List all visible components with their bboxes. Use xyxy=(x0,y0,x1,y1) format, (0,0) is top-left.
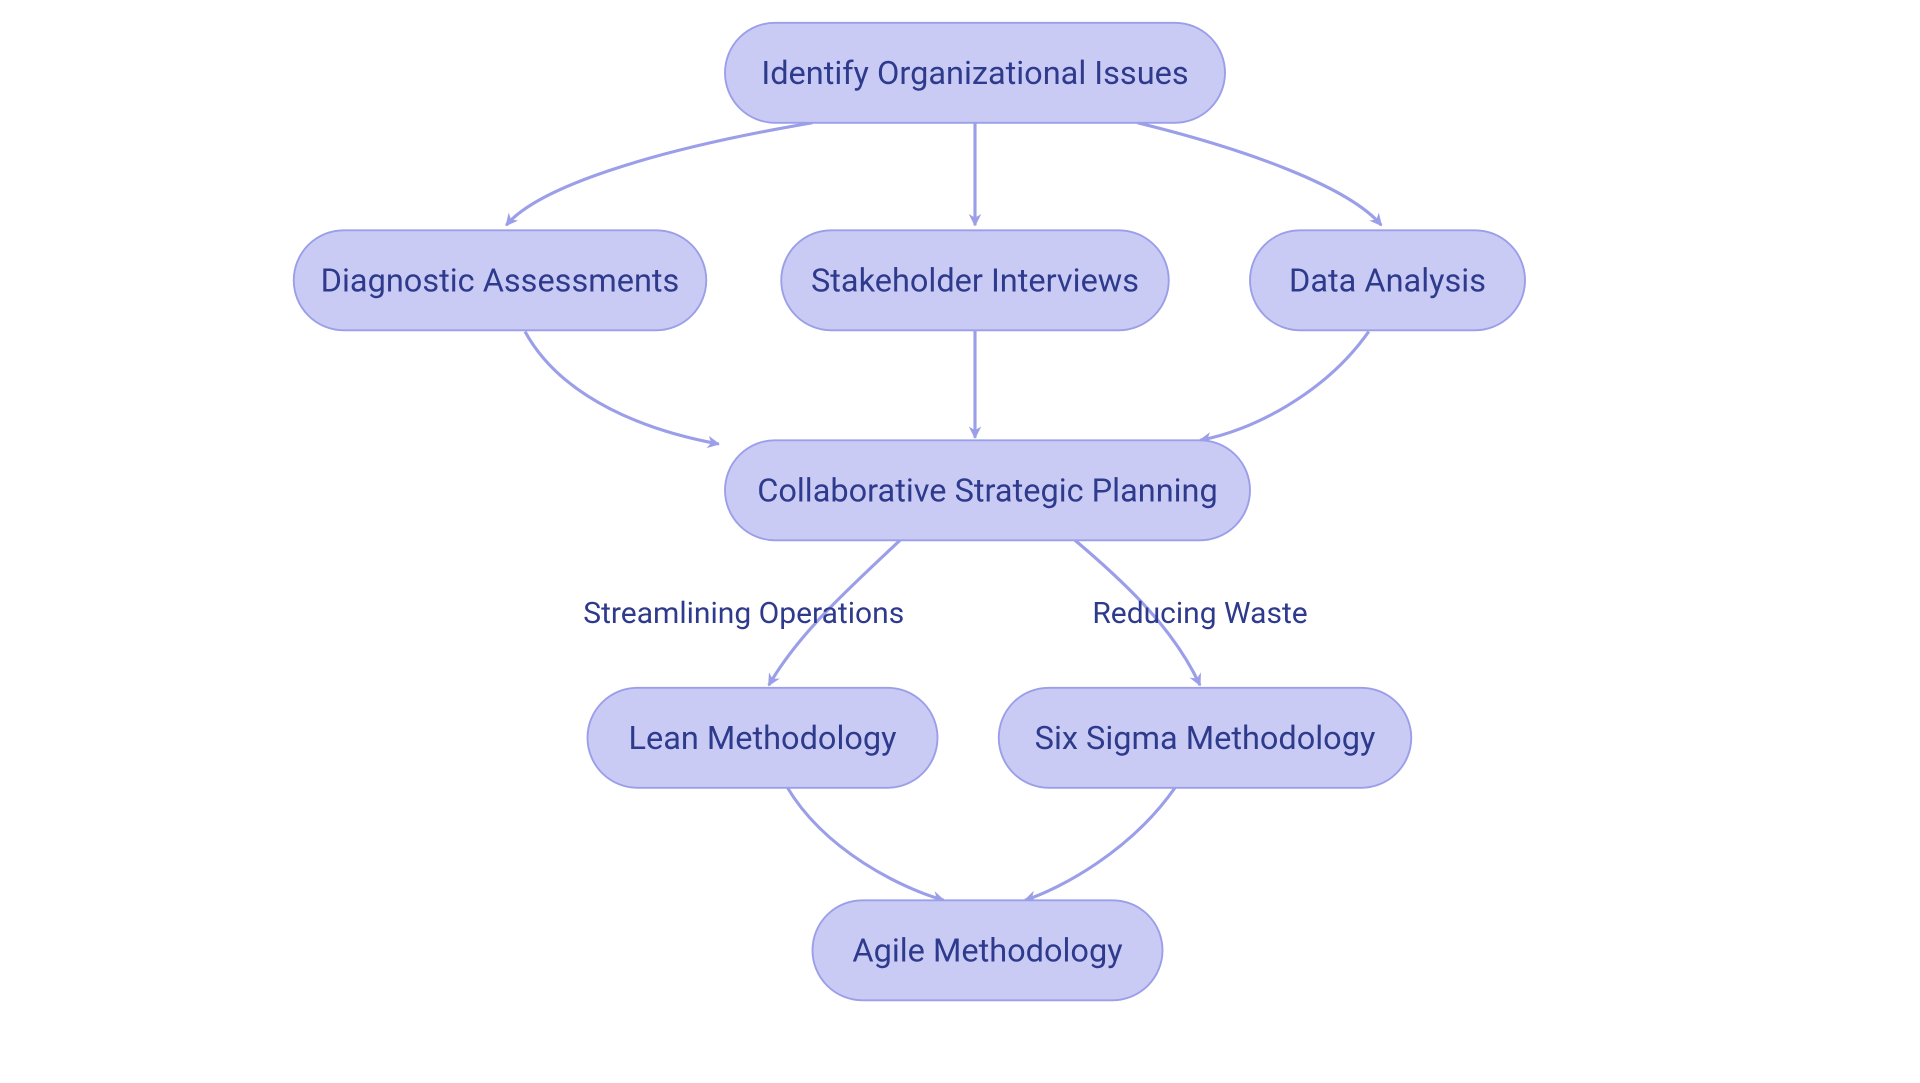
node-stakeholder: Stakeholder Interviews xyxy=(781,230,1169,330)
node-label-sixsigma: Six Sigma Methodology xyxy=(1035,719,1376,757)
node-label-identify: Identify Organizational Issues xyxy=(761,54,1188,92)
edge-label-collab-sixsigma: Reducing Waste xyxy=(1092,596,1307,631)
edge-data-collab xyxy=(1200,332,1369,441)
edge-identify-diagnostic xyxy=(506,123,812,226)
node-label-data: Data Analysis xyxy=(1289,261,1486,299)
flowchart-canvas: Identify Organizational Issues Diagnostic… xyxy=(0,0,1920,1083)
node-diagnostic: Diagnostic Assessments xyxy=(294,230,707,330)
node-label-stakeholder: Stakeholder Interviews xyxy=(811,261,1139,299)
node-label-agile: Agile Methodology xyxy=(852,931,1122,969)
nodes-layer: Identify Organizational Issues Diagnostic… xyxy=(294,23,1525,1001)
node-agile: Agile Methodology xyxy=(813,900,1163,1000)
node-sixsigma: Six Sigma Methodology xyxy=(999,688,1412,788)
node-lean: Lean Methodology xyxy=(588,688,938,788)
node-label-lean: Lean Methodology xyxy=(628,719,896,757)
edge-label-collab-lean: Streamlining Operations xyxy=(583,596,904,631)
node-collab: Collaborative Strategic Planning xyxy=(725,440,1250,540)
edge-labels-layer: Streamlining Operations Reducing Waste xyxy=(583,596,1307,631)
node-identify: Identify Organizational Issues xyxy=(725,23,1225,123)
node-data: Data Analysis xyxy=(1250,230,1525,330)
node-label-collab: Collaborative Strategic Planning xyxy=(757,471,1218,509)
node-label-diagnostic: Diagnostic Assessments xyxy=(321,261,680,299)
edge-diagnostic-collab xyxy=(525,332,719,445)
edge-sixsigma-agile xyxy=(1025,788,1175,901)
edge-identify-data xyxy=(1138,123,1382,226)
edge-lean-agile xyxy=(788,788,944,901)
